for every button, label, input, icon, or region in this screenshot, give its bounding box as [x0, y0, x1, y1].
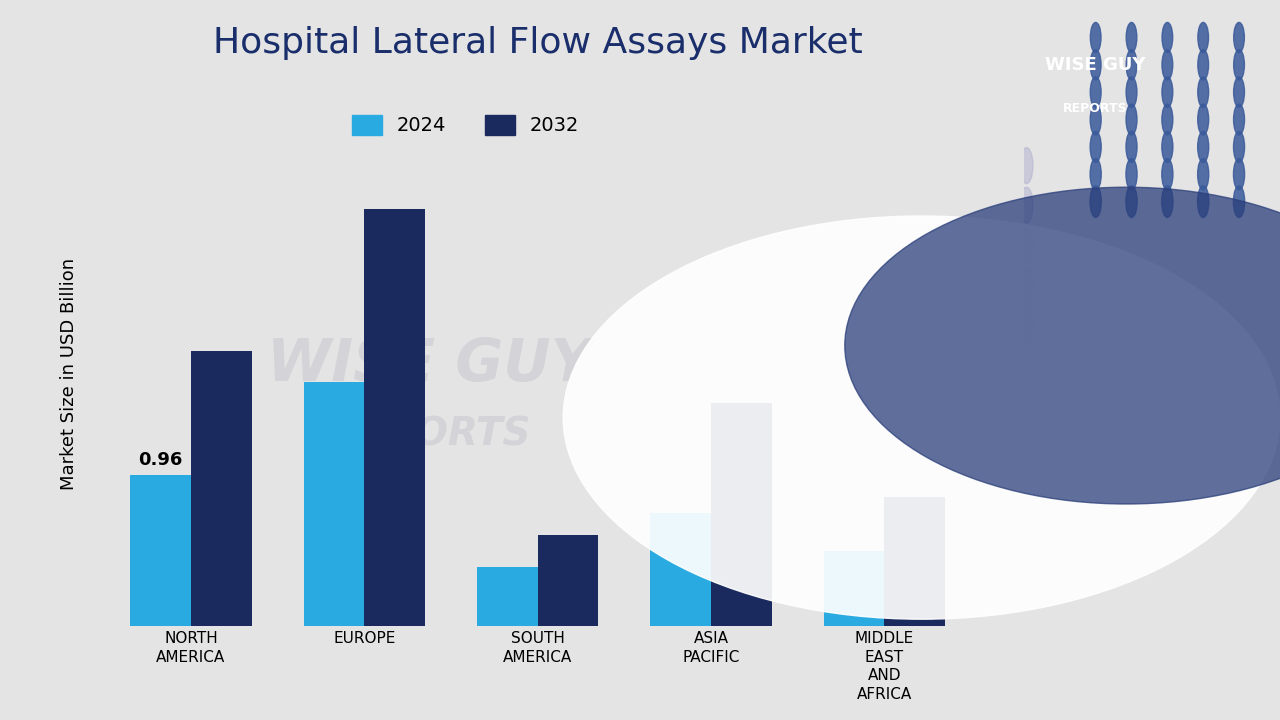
Circle shape [1198, 104, 1208, 135]
Circle shape [1126, 104, 1137, 135]
Circle shape [1162, 22, 1172, 53]
Circle shape [1091, 22, 1101, 53]
Circle shape [974, 266, 987, 302]
Text: REPORTS: REPORTS [330, 416, 530, 454]
Circle shape [928, 306, 941, 342]
Circle shape [1162, 77, 1172, 107]
Circle shape [1198, 131, 1208, 163]
Circle shape [1234, 104, 1244, 135]
Circle shape [1234, 77, 1244, 107]
Circle shape [1234, 158, 1244, 190]
Circle shape [1198, 186, 1208, 217]
Circle shape [1198, 158, 1208, 190]
Circle shape [1091, 186, 1101, 217]
Y-axis label: Market Size in USD Billion: Market Size in USD Billion [60, 258, 78, 490]
Circle shape [1162, 131, 1172, 163]
Circle shape [1162, 186, 1172, 217]
Bar [191, 351, 252, 626]
Circle shape [1234, 186, 1244, 217]
Circle shape [1020, 306, 1033, 342]
Circle shape [1198, 50, 1208, 80]
Legend: 2024, 2032: 2024, 2032 [344, 107, 588, 143]
Circle shape [974, 148, 987, 184]
Bar [303, 382, 365, 626]
Circle shape [1162, 158, 1172, 190]
Circle shape [1234, 22, 1244, 53]
Circle shape [928, 148, 941, 184]
Circle shape [1126, 186, 1137, 217]
Text: WISE GUY: WISE GUY [268, 336, 593, 393]
Circle shape [1091, 104, 1101, 135]
Circle shape [1162, 104, 1172, 135]
Text: REPORTS: REPORTS [1064, 102, 1128, 114]
Circle shape [1162, 50, 1172, 80]
Circle shape [1091, 77, 1101, 107]
Bar [365, 209, 425, 626]
Circle shape [1234, 131, 1244, 163]
Bar [884, 498, 945, 626]
Circle shape [1126, 22, 1137, 53]
Circle shape [1020, 187, 1033, 223]
Circle shape [1234, 50, 1244, 80]
Circle shape [928, 227, 941, 263]
Circle shape [1020, 266, 1033, 302]
Circle shape [1126, 158, 1137, 190]
Circle shape [1126, 77, 1137, 107]
Bar [538, 535, 598, 626]
Circle shape [928, 266, 941, 302]
Circle shape [1091, 131, 1101, 163]
Circle shape [1126, 50, 1137, 80]
Bar [477, 567, 538, 626]
Bar [650, 513, 710, 626]
Bar [710, 402, 772, 626]
Circle shape [974, 306, 987, 342]
Circle shape [1198, 22, 1208, 53]
Circle shape [1020, 227, 1033, 263]
Text: 0.96: 0.96 [138, 451, 183, 469]
Circle shape [1091, 50, 1101, 80]
Text: WISE GUY: WISE GUY [1046, 55, 1146, 73]
Circle shape [1126, 131, 1137, 163]
Circle shape [1020, 148, 1033, 184]
Circle shape [1091, 158, 1101, 190]
Bar [131, 475, 191, 626]
Text: Hospital Lateral Flow Assays Market: Hospital Lateral Flow Assays Market [212, 26, 863, 60]
Circle shape [974, 227, 987, 263]
Bar [823, 551, 884, 626]
Circle shape [928, 187, 941, 223]
Circle shape [1198, 77, 1208, 107]
Circle shape [974, 187, 987, 223]
